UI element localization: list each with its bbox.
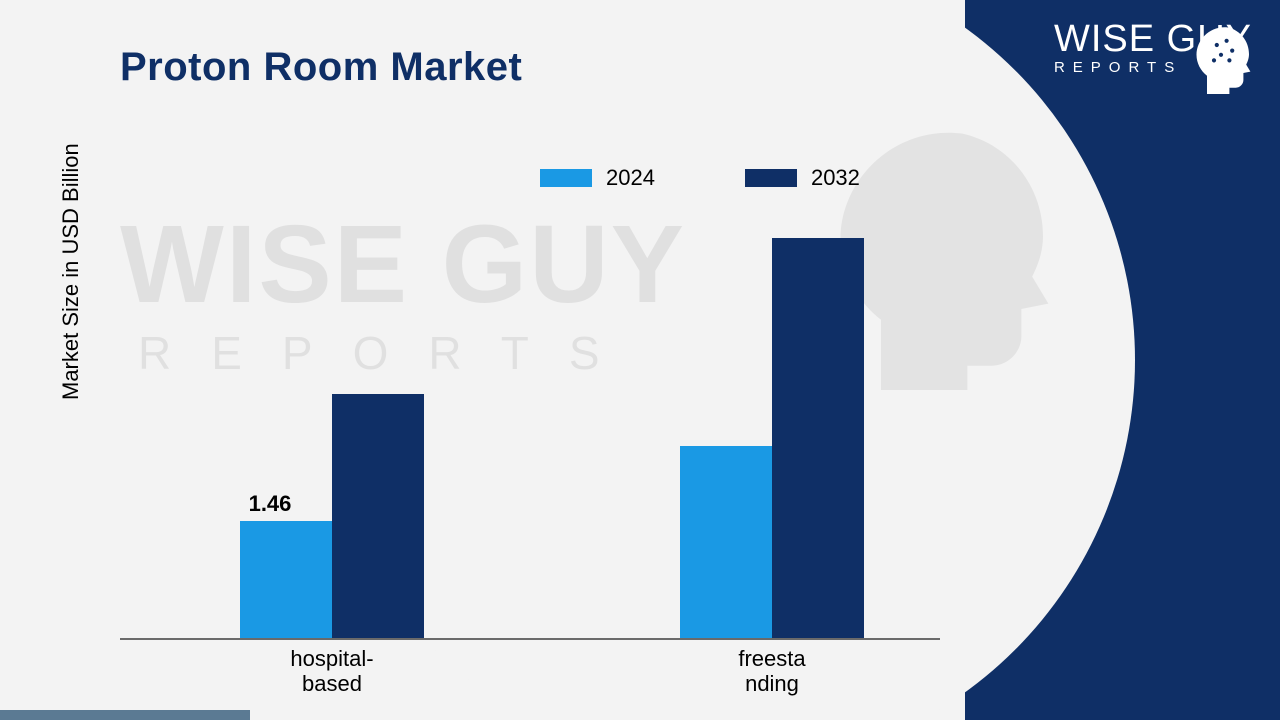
y-axis-label: Market Size in USD Billion: [58, 143, 84, 400]
chart-canvas: WISE GUY REPORTS Proton Room Market WISE…: [0, 0, 1280, 720]
legend-label-2024: 2024: [606, 165, 655, 191]
plot-area: 1.46hospital-basedfreestanding: [120, 200, 940, 640]
bottom-accent-bar: [0, 710, 250, 720]
x-label-freestanding: freestanding: [672, 646, 872, 698]
bar-freestanding-2024: [680, 446, 772, 638]
legend-swatch-2032: [745, 169, 797, 187]
value-label-hospital_based-2024: 1.46: [230, 491, 310, 517]
x-axis-baseline: [120, 638, 940, 640]
legend-item-2032: 2032: [745, 165, 860, 191]
bar-hospital_based-2024: [240, 521, 332, 638]
chart-title: Proton Room Market: [120, 45, 522, 90]
brand-logo: WISE GUY REPORTS: [1054, 20, 1252, 75]
brand-head-icon: [1186, 24, 1256, 94]
bar-hospital_based-2032: [332, 394, 424, 638]
x-label-hospital_based: hospital-based: [232, 646, 432, 698]
legend-label-2032: 2032: [811, 165, 860, 191]
legend: 2024 2032: [540, 165, 860, 191]
bar-freestanding-2032: [772, 238, 864, 638]
legend-item-2024: 2024: [540, 165, 655, 191]
legend-swatch-2024: [540, 169, 592, 187]
